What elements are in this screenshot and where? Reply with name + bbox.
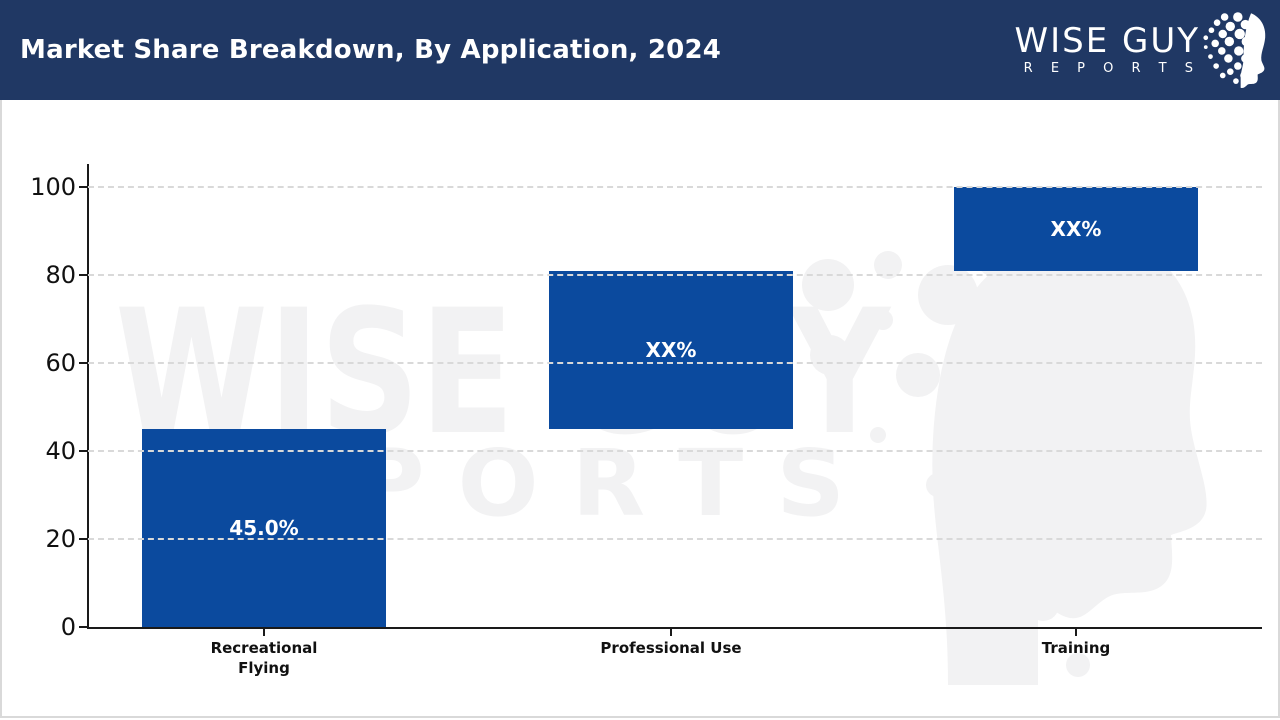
bar-segment-3 [954,187,1198,271]
x-axis-spine [87,627,1262,629]
chart-title: Market Share Breakdown, By Application, … [20,35,722,65]
gridline [88,362,1262,364]
y-axis-tick-label: 60 [45,349,76,377]
gridline [88,274,1262,276]
figure-border-bottom [0,716,1280,718]
logo-head-icon [1203,12,1266,88]
figure-border-right [1278,100,1280,718]
figure-border-left [0,100,2,718]
logo-text: WISE GUY R E P O R T S [1014,24,1200,76]
y-axis-tick-label: 0 [60,613,76,641]
bar-value-label: XX% [1050,216,1102,241]
bar-segment-1 [142,429,386,627]
plot-area: WISE GUY R E P O R T S 0 20 40 60 80 100 45.0%… [0,100,1280,720]
y-axis-tick-mark [79,538,88,540]
bar-value-label: XX% [645,337,697,362]
y-axis-tick-label: 100 [30,173,76,201]
logo-wordmark: WISE GUY [1014,21,1200,61]
y-axis-tick-mark [79,626,88,628]
y-axis-tick-mark [79,274,88,276]
y-axis-tick-label: 80 [45,261,76,289]
bar-value-label: 45.0% [229,516,299,540]
bar-segment-2 [549,270,793,429]
x-axis-tick-mark [263,629,265,636]
y-axis-tick-mark [79,362,88,364]
x-axis-category-label: Training [1041,639,1111,657]
x-axis-category-label: Recreational Flying [210,639,318,677]
y-axis-tick-mark [79,450,88,452]
logo-subtitle: R E P O R T S [1023,61,1200,76]
gridline [88,450,1262,452]
gridline [88,186,1262,188]
y-axis-tick-label: 20 [45,525,76,553]
x-axis-category-label: Professional Use [600,639,742,657]
y-axis-tick-label: 40 [45,437,76,465]
wiseguy-logo: WISE GUY R E P O R T S [1014,8,1268,92]
y-axis-spine [87,164,89,629]
y-axis-tick-mark [79,186,88,188]
x-axis-tick-mark [1075,629,1077,636]
gridline [88,538,1262,540]
watermark-face [932,238,1207,685]
header-bar: Market Share Breakdown, By Application, … [0,0,1280,100]
x-axis-tick-mark [670,629,672,636]
